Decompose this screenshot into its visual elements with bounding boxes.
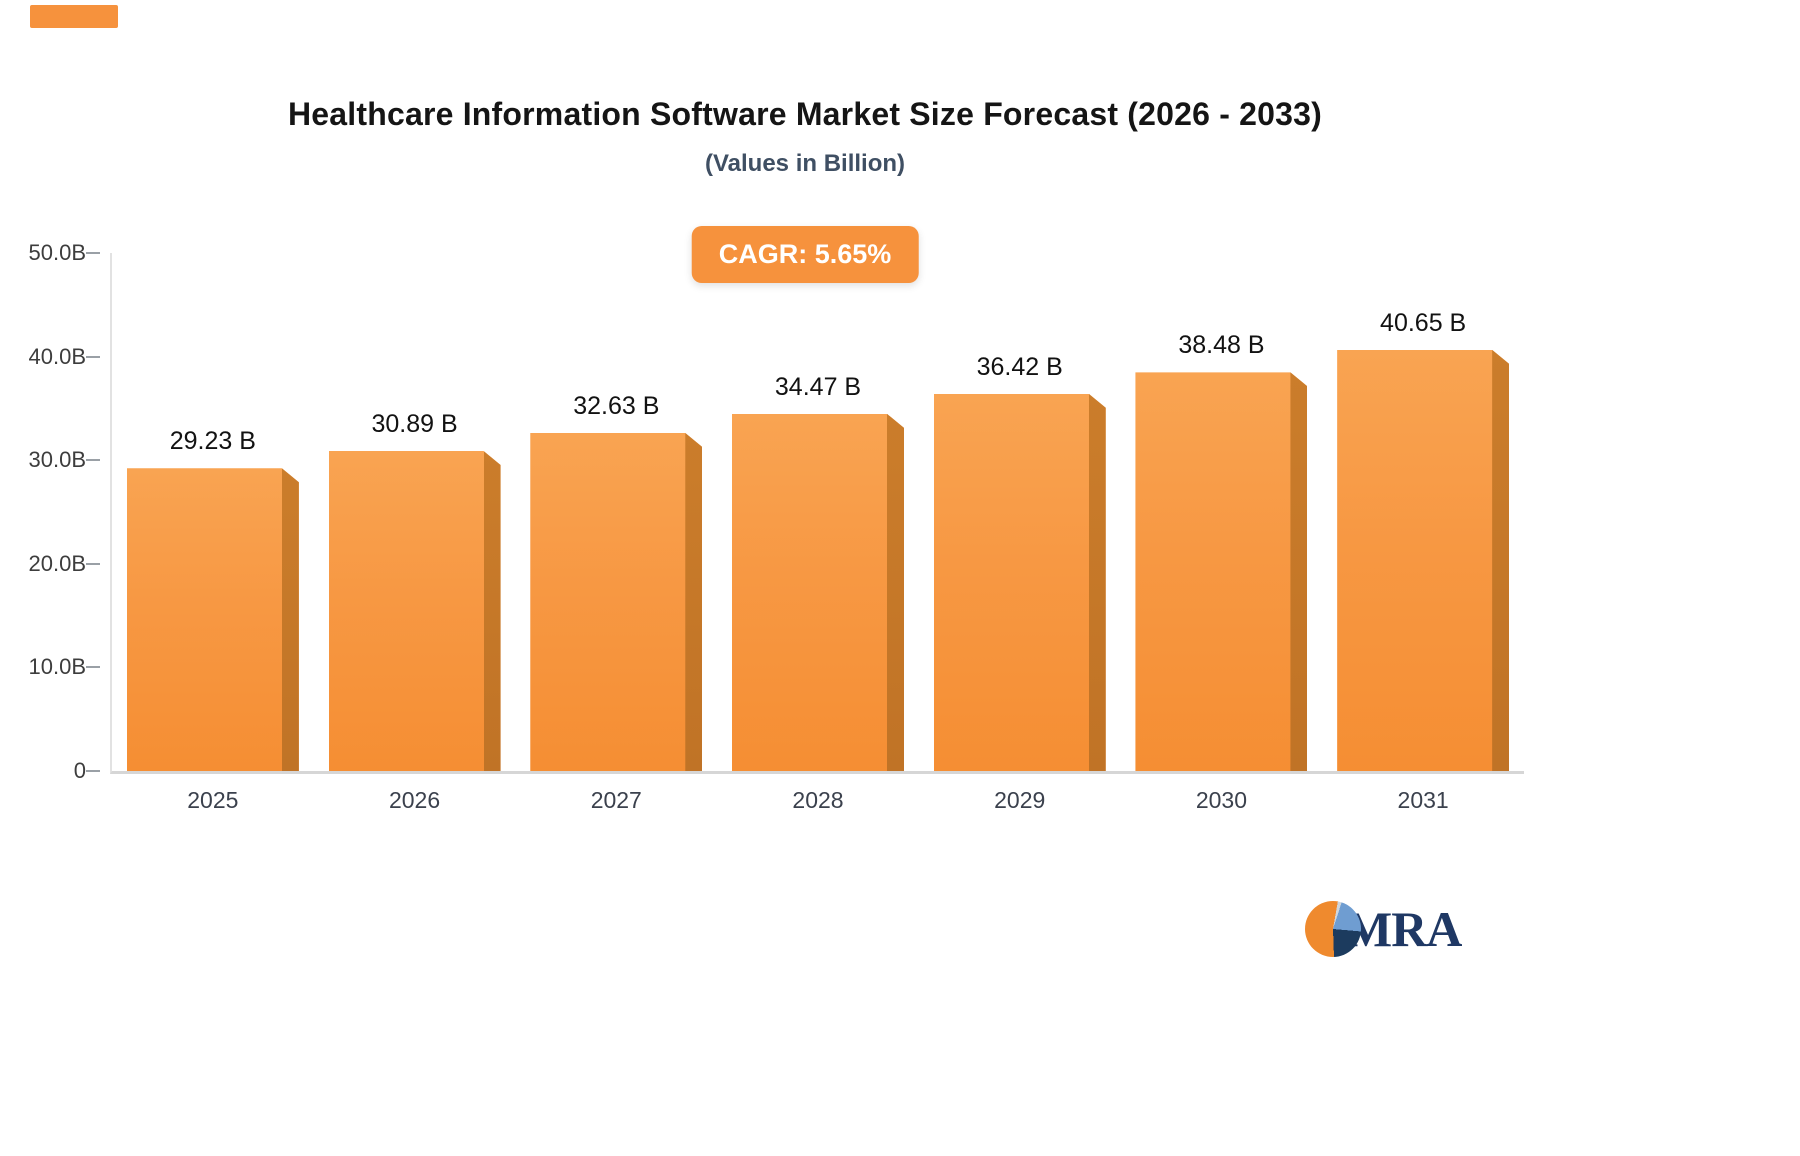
plot-area: 0 10.0B 20.0B 30.0B 40.0B 50.0B 29.23 B 2025 30.… <box>29 240 1524 813</box>
x-axis-label: 2030 <box>1195 787 1247 813</box>
bar-value-label: 38.48 B <box>1178 331 1265 360</box>
chart-title: Healthcare Information Software Market S… <box>287 96 1322 132</box>
bar-side-shade <box>483 450 501 771</box>
bar-side-shade <box>685 432 703 771</box>
bar-2031 <box>1337 349 1510 771</box>
y-axis-label: 0 <box>73 758 86 783</box>
bar-value-label: 29.23 B <box>169 427 256 456</box>
cagr-badge: CAGR: 5.65% <box>691 226 919 283</box>
bar-value-label: 34.47 B <box>774 372 862 401</box>
bar-face <box>1135 372 1307 771</box>
x-axis-label: 2029 <box>994 787 1046 813</box>
y-axis-label: 10.0B <box>28 654 87 680</box>
x-axis-label: 2025 <box>187 787 239 813</box>
bar-2028 <box>732 413 904 771</box>
bar-value-label: 30.89 B <box>371 409 458 438</box>
y-axis-tick <box>86 770 100 772</box>
bar-face <box>530 433 702 771</box>
y-axis-label: 20.0B <box>28 550 87 576</box>
x-axis-label: 2026 <box>388 787 441 813</box>
bar-value-label: 40.65 B <box>1380 308 1467 337</box>
y-axis-tick <box>86 252 100 254</box>
y-axis-tick <box>86 562 100 565</box>
bar-face <box>329 451 501 771</box>
y-axis-label: 50.0B <box>28 240 87 265</box>
bar-face <box>127 468 299 771</box>
y-axis-tick <box>86 666 100 669</box>
bar-face <box>732 414 904 771</box>
x-axis-label: 2027 <box>590 787 642 813</box>
chart-subtitle: (Values in Billion) <box>704 150 906 177</box>
x-axis-label: 2031 <box>1397 787 1449 813</box>
bar-2027 <box>530 432 703 771</box>
mra-logo-text: MRA <box>1345 901 1462 957</box>
bar-side-shade <box>281 468 299 771</box>
bar-2025 <box>127 468 299 771</box>
bar-side-shade <box>1492 349 1510 771</box>
bar-side-shade <box>887 413 904 771</box>
y-axis-tick <box>86 355 100 358</box>
bar-2026 <box>329 450 501 771</box>
y-axis-tick <box>86 459 100 462</box>
x-axis-label: 2028 <box>792 787 844 813</box>
y-axis-label: 30.0B <box>28 447 87 473</box>
bar-value-label: 36.42 B <box>976 352 1063 381</box>
mra-logo-pie-icon <box>1305 901 1361 957</box>
top-left-accent <box>30 5 118 28</box>
bar-side-shade <box>1088 393 1106 771</box>
bar-face <box>934 394 1106 771</box>
mra-logo: MRA <box>1305 898 1462 960</box>
y-axis-label: 40.0B <box>28 343 87 369</box>
bar-2029 <box>934 393 1106 771</box>
bar-2030 <box>1135 372 1308 771</box>
bar-side-shade <box>1290 372 1308 771</box>
bar-face <box>1337 350 1509 771</box>
bar-value-label: 32.63 B <box>573 391 660 420</box>
